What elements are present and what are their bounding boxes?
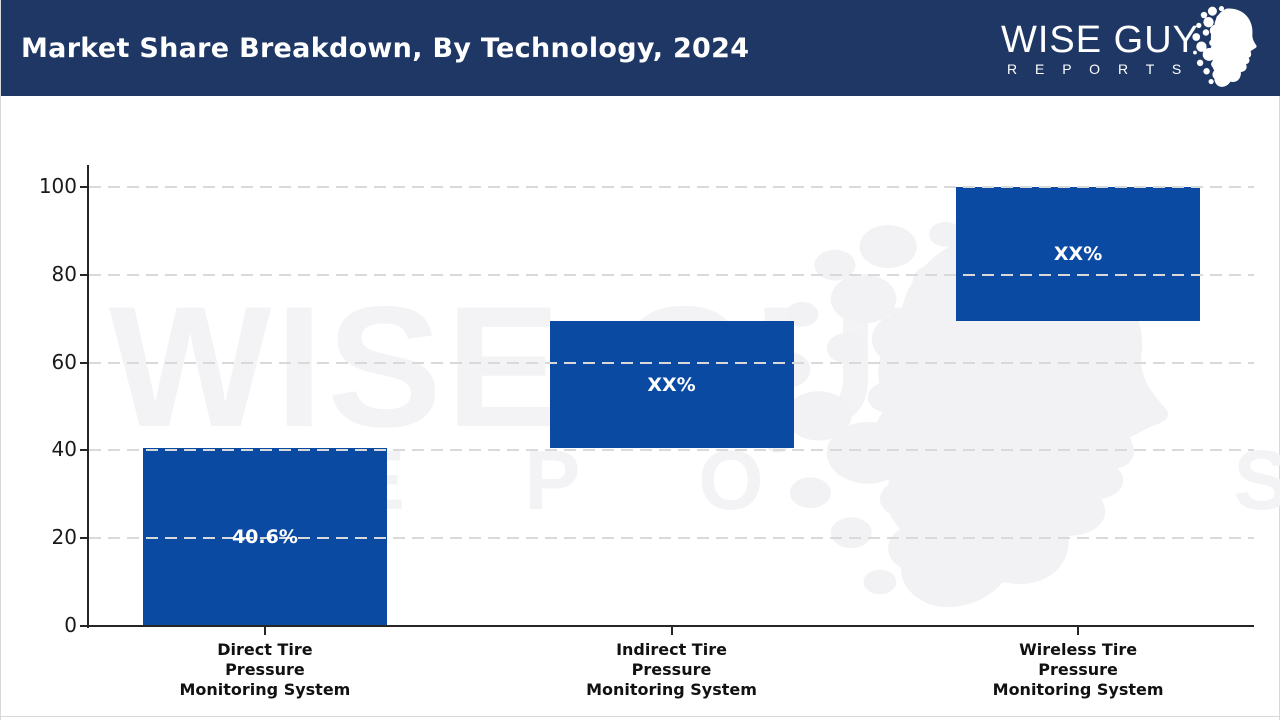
grid-line-60 bbox=[89, 361, 1254, 364]
x-tick-2 bbox=[670, 627, 673, 635]
bar-1 bbox=[142, 447, 387, 626]
logo-face-icon bbox=[1192, 6, 1257, 87]
y-tick-label-60: 60 bbox=[51, 349, 77, 374]
card-bottom-border bbox=[1, 716, 1280, 717]
x-category-label-line: Pressure bbox=[1038, 660, 1118, 679]
logo-wordmark: WISE GUY bbox=[1000, 18, 1199, 61]
bar-value-label-2: XX% bbox=[647, 373, 696, 396]
logo-subtext: R E P O R T S bbox=[1006, 60, 1189, 77]
chart-title: Market Share Breakdown, By Technology, 2… bbox=[21, 32, 750, 64]
y-tick-20 bbox=[80, 537, 88, 540]
y-tick-60 bbox=[80, 361, 88, 364]
x-tick-1 bbox=[263, 627, 266, 635]
y-tick-label-100: 100 bbox=[38, 173, 77, 198]
x-category-label-line: Direct Tire bbox=[217, 640, 313, 659]
x-category-label-line: Indirect Tire bbox=[616, 640, 727, 659]
x-category-label-line: Monitoring System bbox=[586, 680, 757, 699]
y-tick-40 bbox=[80, 449, 88, 452]
bar-value-label-3: XX% bbox=[1053, 243, 1103, 266]
y-tick-100 bbox=[80, 185, 88, 188]
y-tick-label-80: 80 bbox=[51, 261, 77, 286]
y-axis-line bbox=[87, 165, 89, 628]
bar-value-label-1: 40.6% bbox=[231, 525, 298, 548]
y-tick-label-0: 0 bbox=[64, 613, 77, 638]
x-category-label-line: Monitoring System bbox=[179, 680, 351, 699]
x-category-label-1: Direct Tire Pressure Monitoring System bbox=[105, 640, 425, 700]
grid-line-20 bbox=[89, 537, 1254, 540]
x-category-label-line: Monitoring System bbox=[992, 680, 1164, 699]
grid-line-100 bbox=[89, 185, 1254, 188]
header-bar: Market Share Breakdown, By Technology, 2… bbox=[1, 0, 1280, 96]
y-tick-label-40: 40 bbox=[51, 437, 77, 462]
x-tick-3 bbox=[1077, 627, 1080, 635]
grid-line-80 bbox=[89, 273, 1254, 276]
bar-3 bbox=[956, 186, 1201, 322]
y-tick-0 bbox=[80, 625, 88, 627]
wise-guy-reports-logo: WISE GUY R E P O R T S bbox=[1001, 6, 1280, 90]
y-tick-label-20: 20 bbox=[51, 525, 77, 550]
y-tick-80 bbox=[80, 273, 88, 276]
x-category-label-2: Indirect Tire Pressure Monitoring System bbox=[512, 640, 832, 700]
x-category-label-line: Pressure bbox=[631, 660, 712, 679]
x-category-label-3: Wireless Tire Pressure Monitoring System bbox=[918, 640, 1238, 700]
x-category-label-line: Wireless Tire bbox=[1019, 640, 1138, 659]
x-category-label-line: Pressure bbox=[225, 660, 305, 679]
grid-line-40 bbox=[89, 449, 1254, 452]
bar-2 bbox=[549, 321, 794, 448]
x-axis-line bbox=[87, 625, 1254, 627]
